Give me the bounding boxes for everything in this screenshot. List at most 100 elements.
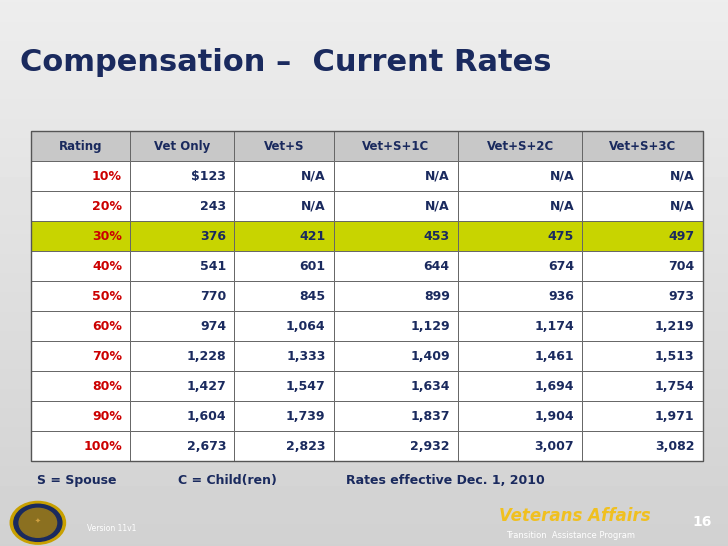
Text: Rating: Rating (58, 140, 102, 152)
Text: 1,129: 1,129 (411, 320, 450, 333)
Text: 601: 601 (299, 260, 325, 272)
Bar (582, 401, 703, 431)
Text: 1,427: 1,427 (186, 380, 226, 393)
Text: 2,823: 2,823 (286, 440, 325, 453)
Bar (582, 431, 703, 461)
Text: 50%: 50% (92, 290, 122, 302)
Bar (234, 191, 333, 221)
Ellipse shape (19, 508, 57, 537)
Text: 1,634: 1,634 (411, 380, 450, 393)
Text: 100%: 100% (83, 440, 122, 453)
Text: Version 11v1: Version 11v1 (87, 524, 137, 533)
Bar (234, 401, 333, 431)
Bar (31, 191, 130, 221)
Text: 3,082: 3,082 (655, 440, 695, 453)
Bar (582, 371, 703, 401)
Bar (31, 311, 130, 341)
Text: 10%: 10% (92, 170, 122, 182)
Bar (234, 161, 333, 191)
Text: 704: 704 (668, 260, 695, 272)
Bar (31, 431, 130, 461)
Text: N/A: N/A (670, 170, 695, 182)
Text: C = Child(ren): C = Child(ren) (178, 474, 277, 487)
Bar (458, 221, 582, 251)
Bar (31, 251, 130, 281)
Bar (31, 161, 130, 191)
Text: 80%: 80% (92, 380, 122, 393)
Bar (582, 251, 703, 281)
Text: N/A: N/A (425, 200, 450, 212)
Bar (130, 341, 234, 371)
Bar (130, 221, 234, 251)
Bar (458, 131, 582, 161)
Text: 2,932: 2,932 (411, 440, 450, 453)
Text: N/A: N/A (670, 200, 695, 212)
Text: 899: 899 (424, 290, 450, 302)
Text: 1,754: 1,754 (654, 380, 695, 393)
Text: N/A: N/A (550, 170, 574, 182)
Text: 1,333: 1,333 (286, 350, 325, 363)
Bar (458, 191, 582, 221)
Text: Vet+S+2C: Vet+S+2C (486, 140, 554, 152)
Text: Vet+S+3C: Vet+S+3C (609, 140, 676, 152)
Text: Vet Only: Vet Only (154, 140, 210, 152)
Text: 376: 376 (200, 230, 226, 242)
Bar (333, 161, 458, 191)
Bar (458, 401, 582, 431)
Bar (458, 281, 582, 311)
Bar (31, 131, 130, 161)
Text: 20%: 20% (92, 200, 122, 212)
Text: N/A: N/A (301, 200, 325, 212)
Text: Transition  Assistance Program: Transition Assistance Program (506, 531, 635, 541)
Bar (333, 311, 458, 341)
Text: 936: 936 (548, 290, 574, 302)
Text: 497: 497 (668, 230, 695, 242)
Bar (582, 221, 703, 251)
Bar (458, 431, 582, 461)
Text: S = Spouse: S = Spouse (37, 474, 116, 487)
Bar (31, 401, 130, 431)
Bar (234, 221, 333, 251)
Text: 1,219: 1,219 (654, 320, 695, 333)
Bar (458, 251, 582, 281)
Bar (333, 221, 458, 251)
Text: N/A: N/A (550, 200, 574, 212)
Bar (130, 431, 234, 461)
Text: Vet+S+1C: Vet+S+1C (362, 140, 430, 152)
Bar (130, 131, 234, 161)
Bar (333, 401, 458, 431)
Text: Vet+S: Vet+S (264, 140, 304, 152)
Text: ✦: ✦ (35, 518, 41, 524)
Text: 1,064: 1,064 (286, 320, 325, 333)
Text: 243: 243 (200, 200, 226, 212)
Text: 1,604: 1,604 (186, 410, 226, 423)
Text: 40%: 40% (92, 260, 122, 272)
Text: 1,694: 1,694 (534, 380, 574, 393)
Text: 770: 770 (200, 290, 226, 302)
Text: Rates effective Dec. 1, 2010: Rates effective Dec. 1, 2010 (347, 474, 545, 487)
Bar (234, 371, 333, 401)
Text: 2,673: 2,673 (186, 440, 226, 453)
Bar (130, 371, 234, 401)
Bar (333, 191, 458, 221)
Text: 973: 973 (668, 290, 695, 302)
Bar (458, 311, 582, 341)
Text: 453: 453 (424, 230, 450, 242)
Text: 1,228: 1,228 (186, 350, 226, 363)
Bar (582, 311, 703, 341)
Ellipse shape (10, 501, 66, 544)
Bar (31, 341, 130, 371)
Text: 1,971: 1,971 (654, 410, 695, 423)
Bar (582, 191, 703, 221)
Bar (234, 281, 333, 311)
Ellipse shape (14, 505, 62, 542)
Bar (234, 431, 333, 461)
Text: Compensation –  Current Rates: Compensation – Current Rates (20, 48, 552, 77)
Bar (234, 251, 333, 281)
Bar (234, 341, 333, 371)
Bar (130, 251, 234, 281)
Text: 1,461: 1,461 (534, 350, 574, 363)
Bar (31, 371, 130, 401)
Bar (31, 221, 130, 251)
Bar (333, 341, 458, 371)
